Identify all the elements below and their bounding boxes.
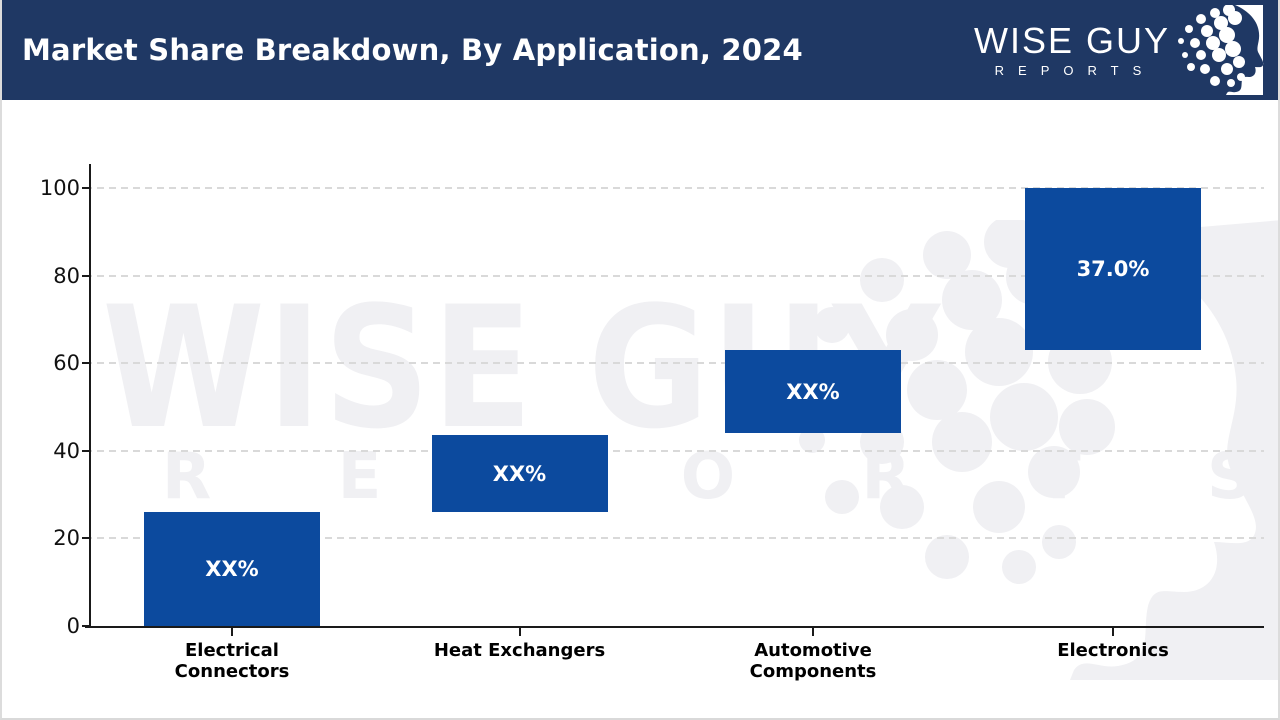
bar-value-label: 37.0% [1076,257,1150,282]
brand-head-icon [1178,5,1264,95]
x-tick-mark [231,628,233,636]
x-category-label: Electrical Connectors [174,640,290,683]
y-tick-label: 100 [39,176,80,200]
brand-subtext: REPORTS [994,63,1156,78]
brand-wordmark: WISE GUY [973,20,1170,61]
header-bar: Market Share Breakdown, By Application, … [2,0,1278,100]
x-category-label: Heat Exchangers [433,640,606,661]
y-axis-spine [89,164,91,628]
x-axis-spine [85,626,1264,628]
y-tick-label: 60 [53,351,80,376]
gridline-60 [85,362,1264,365]
page-title: Market Share Breakdown, By Application, … [22,33,803,67]
x-category-label: Automotive Components [749,640,877,683]
bar-0: XX% [144,512,320,626]
y-tick-label: 20 [53,526,80,551]
bar-value-label: XX% [786,379,840,404]
gridline-80 [85,274,1264,277]
y-tick-label: 80 [53,263,80,288]
y-tick-mark [82,274,90,277]
bar-2: XX% [725,350,901,434]
plot-area: WISE GUY R E P O R T S 0 20 40 60 80 100 XX% XX… [2,100,1278,718]
y-tick-mark [82,537,90,540]
x-tick-mark [518,628,521,636]
bar-value-label: XX% [492,461,547,486]
bar-1: XX% [431,435,608,513]
y-tick-label: 40 [53,438,80,463]
x-category-label: Electronics [1057,640,1169,661]
gridline-20 [85,537,1264,540]
bar-value-label: XX% [205,557,259,582]
x-tick-mark [1112,628,1114,636]
y-tick-mark [82,449,90,452]
bar-3: 37.0% [1025,188,1201,351]
gridline-100 [85,187,1264,189]
y-tick-mark [82,362,90,365]
y-tick-mark [82,187,90,189]
brand-logo: WISE GUY REPORTS [974,5,1264,95]
gridline-40 [85,449,1264,452]
x-tick-mark [812,628,814,636]
y-tick-label: 0 [66,614,80,638]
